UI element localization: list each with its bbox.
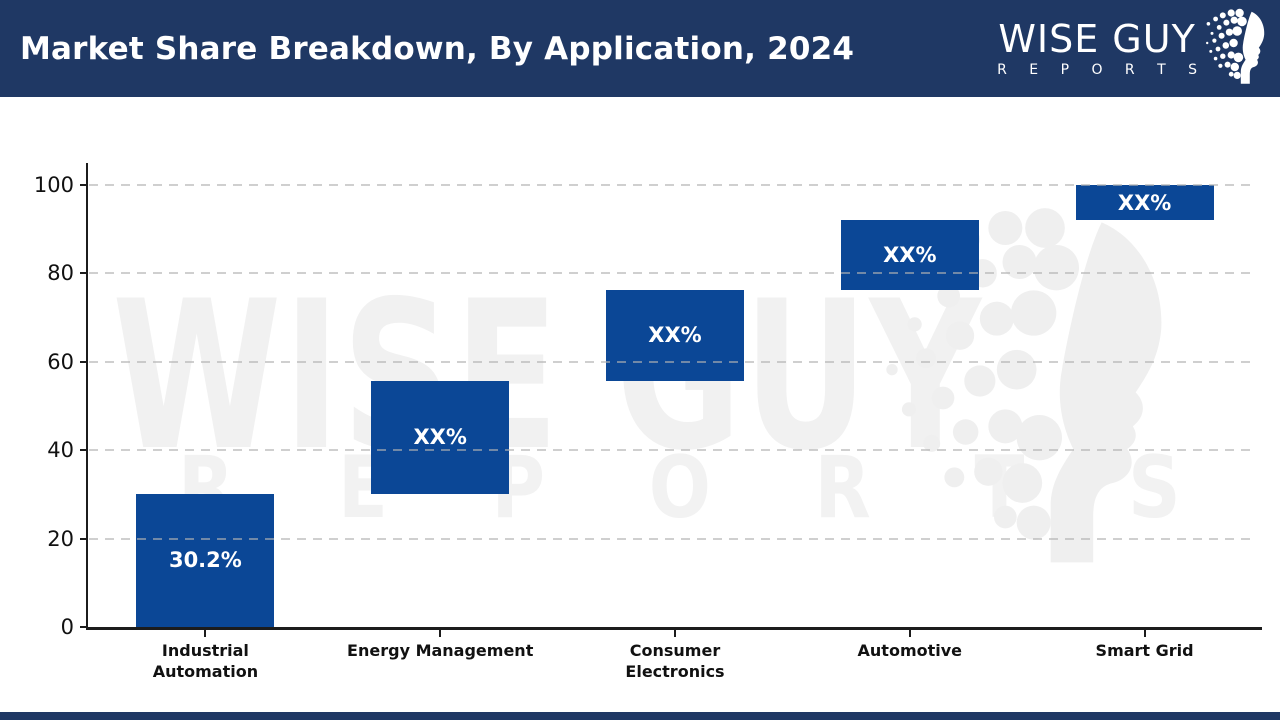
x-category-label-line: Automation	[152, 662, 259, 681]
y-axis-line	[86, 163, 88, 629]
bar-1	[371, 380, 510, 494]
x-axis-line	[86, 627, 1262, 630]
footer-bar	[0, 712, 1280, 720]
bar-value-label-2: XX%	[648, 323, 702, 348]
x-category-label-1: Energy Management	[323, 640, 558, 661]
x-tickmark-1	[439, 630, 442, 637]
x-tickmark-0	[204, 630, 207, 637]
bar-value-label-1: XX%	[413, 425, 467, 450]
watermark-text-wiseguy: WISE GUY	[112, 258, 983, 496]
x-category-label-line: Smart Grid	[1095, 641, 1194, 660]
bar-value-label-0: 30.2%	[168, 548, 242, 573]
x-category-label-line: Energy Management	[347, 641, 534, 660]
x-category-label-line: Industrial	[161, 641, 249, 660]
y-tick-label-20: 20	[47, 526, 74, 551]
y-tick-label-0: 0	[60, 615, 74, 639]
brand-logo: WISE GUY R E P O R T S	[988, 6, 1280, 92]
brand-subtitle: R E P O R T S	[997, 61, 1206, 78]
gridline-40	[89, 449, 1257, 452]
x-category-label-line: Automotive	[857, 641, 963, 660]
x-category-label-line: Consumer	[629, 641, 721, 660]
y-tickmark-60	[80, 360, 88, 363]
x-tickmark-3	[908, 630, 911, 637]
brand-logo-text: WISE GUY R E P O R T S	[988, 19, 1206, 79]
brand-face-icon	[1206, 8, 1265, 84]
x-category-label-3: Automotive	[792, 640, 1027, 661]
bar-value-label-4: XX%	[1117, 190, 1172, 215]
bar-2	[606, 289, 744, 381]
gridline-60	[89, 360, 1257, 363]
y-tickmark-80	[80, 272, 88, 275]
x-category-label-4: Smart Grid	[1027, 640, 1262, 661]
x-category-label-2: Consumer Electronics	[558, 640, 793, 682]
y-tickmark-0	[80, 626, 88, 628]
y-tick-label-80: 80	[47, 261, 74, 286]
y-tick-label-40: 40	[47, 438, 74, 463]
x-category-label-line: Electronics	[625, 662, 725, 681]
brand-name: WISE GUY	[998, 16, 1196, 61]
gridline-100	[89, 184, 1257, 186]
y-tick-label-100: 100	[33, 173, 74, 197]
x-category-label-0: Industrial Automation	[88, 640, 323, 682]
gridline-20	[89, 537, 1257, 540]
bar-4	[1075, 185, 1214, 221]
gridline-80	[89, 272, 1257, 275]
page-title: Market Share Breakdown, By Application, …	[20, 30, 855, 67]
y-tickmark-20	[80, 537, 88, 540]
y-tickmark-100	[80, 184, 88, 186]
bar-value-label-3: XX%	[883, 243, 937, 268]
watermark-text-reports: R E P O R T S	[178, 438, 1220, 538]
x-tickmark-4	[1143, 630, 1146, 637]
y-tick-label-60: 60	[47, 349, 74, 374]
header-bar: Market Share Breakdown, By Application, …	[0, 0, 1280, 97]
y-tickmark-40	[80, 449, 88, 452]
bar-0	[136, 493, 275, 627]
x-tickmark-2	[674, 630, 676, 637]
